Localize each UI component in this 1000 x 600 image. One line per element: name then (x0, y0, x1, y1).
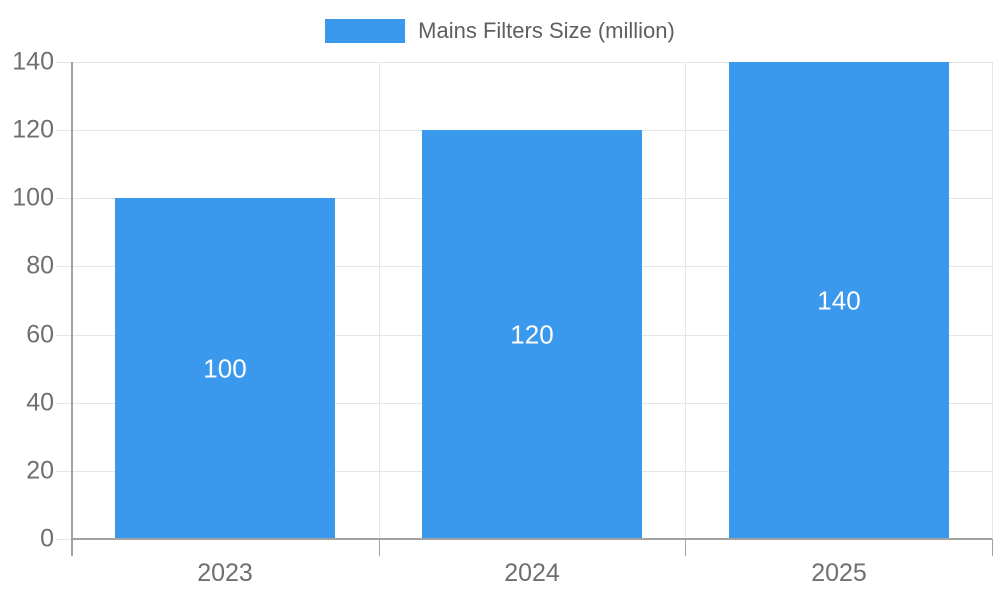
x-axis-line (71, 538, 992, 540)
x-axis-tick (379, 539, 380, 556)
y-tick-label: 140 (12, 47, 54, 76)
y-tick-label: 0 (40, 524, 54, 553)
legend[interactable]: Mains Filters Size (million) (0, 19, 1000, 43)
bar-value-label: 120 (510, 319, 554, 350)
x-gridline (685, 62, 686, 539)
x-gridline (379, 62, 380, 539)
bar-2025[interactable] (729, 62, 949, 539)
x-axis-label: 2023 (197, 559, 253, 587)
bar-value-label: 100 (203, 353, 247, 384)
x-axis-tick (685, 539, 686, 556)
y-tick-label: 100 (12, 183, 54, 212)
x-axis-label: 2025 (811, 559, 867, 587)
y-tick-label: 40 (26, 388, 54, 417)
x-axis-tick (992, 539, 993, 556)
y-tick-label: 20 (26, 456, 54, 485)
y-tick-label: 60 (26, 320, 54, 349)
y-axis-line (71, 62, 73, 556)
y-tick-label: 120 (12, 115, 54, 144)
bar-2023[interactable] (115, 198, 335, 539)
x-gridline (992, 62, 993, 539)
x-axis-label: 2024 (504, 559, 560, 587)
bar-value-label: 140 (817, 285, 861, 316)
legend-label: Mains Filters Size (million) (418, 18, 675, 43)
y-gridline (56, 62, 992, 63)
legend-swatch[interactable] (325, 19, 406, 43)
y-tick-label: 80 (26, 251, 54, 280)
bar-2024[interactable] (422, 130, 642, 539)
